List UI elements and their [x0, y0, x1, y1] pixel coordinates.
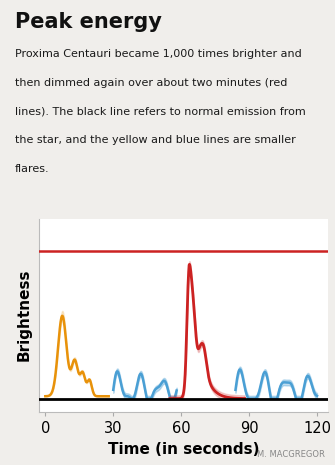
Text: Peak energy: Peak energy: [15, 12, 162, 32]
Text: M. MACGREGOR: M. MACGREGOR: [257, 451, 325, 459]
Text: then dimmed again over about two minutes (red: then dimmed again over about two minutes…: [15, 78, 287, 88]
Y-axis label: Brightness: Brightness: [16, 269, 31, 361]
Text: the star, and the yellow and blue lines are smaller: the star, and the yellow and blue lines …: [15, 135, 296, 146]
Text: Proxima Centauri became 1,000 times brighter and: Proxima Centauri became 1,000 times brig…: [15, 49, 302, 59]
X-axis label: Time (in seconds): Time (in seconds): [108, 443, 259, 458]
Text: lines). The black line refers to normal emission from: lines). The black line refers to normal …: [15, 106, 306, 117]
Text: flares.: flares.: [15, 164, 50, 174]
